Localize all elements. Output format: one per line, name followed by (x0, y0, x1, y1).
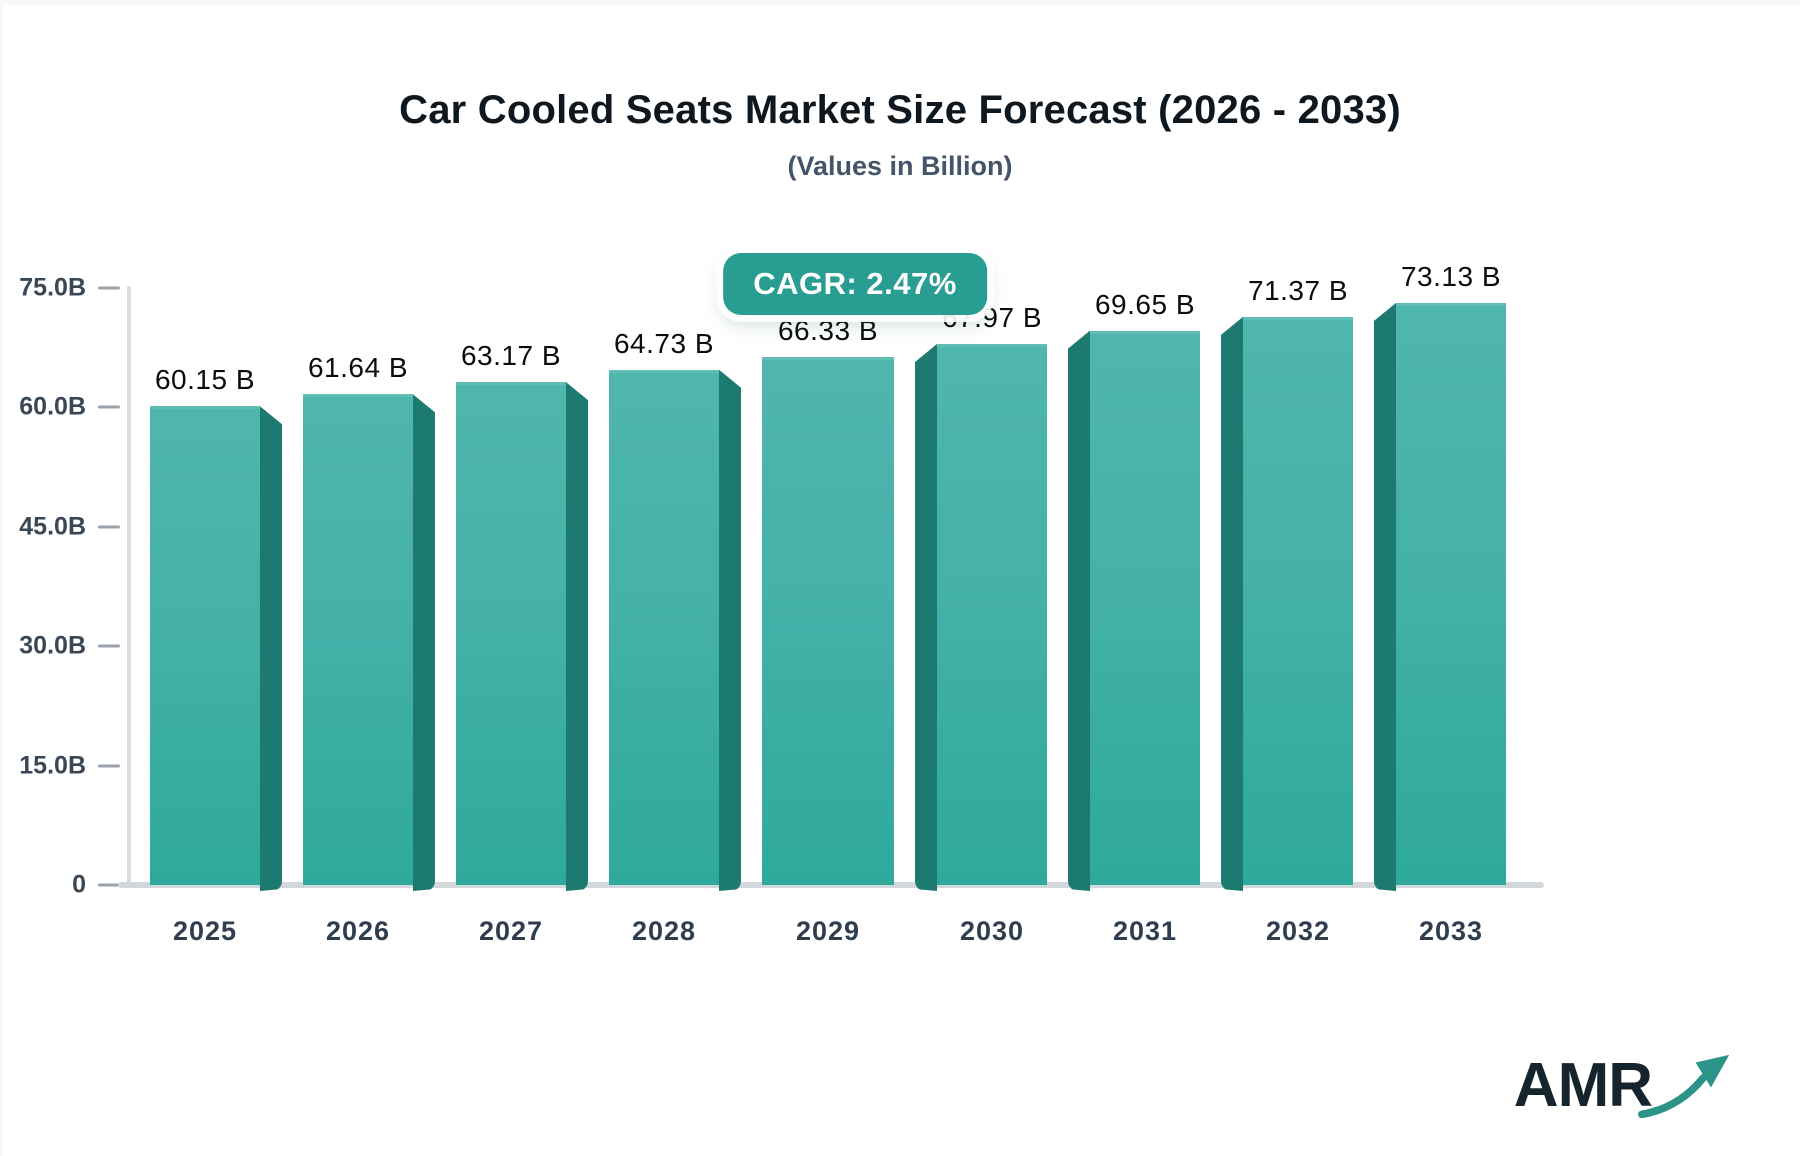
amr-logo: AMR (1514, 1055, 1734, 1128)
bar-face (937, 343, 1047, 885)
bar-group: 60.15 B 2025 (150, 364, 282, 946)
x-axis-year-label: 2031 (1112, 916, 1178, 946)
bar-face (456, 382, 566, 885)
y-tick-label: 15.0B (19, 751, 86, 780)
y-tick: 15.0B (19, 751, 120, 780)
bar-value-label: 71.37 B (1247, 274, 1349, 306)
x-axis-year-label: 2025 (172, 916, 238, 946)
y-axis: 0 15.0B 30.0B 45.0B 60.0B 75.0B (0, 274, 130, 899)
plot-area: 60.15 B 2025 61.64 B 2026 63.17 B 2027 64.73 B… (118, 253, 1544, 946)
bar-side-bevel (719, 370, 741, 891)
bar-face (1396, 302, 1506, 885)
x-axis-year-label: 2027 (478, 916, 544, 946)
x-axis-year-label: 2026 (325, 916, 391, 946)
bar-value-label: 63.17 B (460, 340, 562, 372)
bar-side-bevel (915, 344, 937, 891)
bar-value-label: 61.64 B (307, 352, 409, 384)
bar-value-label: 69.65 B (1094, 288, 1196, 320)
y-tick: 60.0B (19, 393, 120, 422)
bar-side-bevel (1374, 303, 1396, 891)
bar-group: 63.17 B 2027 (456, 340, 588, 946)
bar-value-label: 66.33 B (777, 315, 879, 347)
chart-header: Car Cooled Seats Market Size Forecast (2… (0, 88, 1800, 182)
trend-up-arrow-icon (1638, 1051, 1734, 1128)
y-tick: 30.0B (19, 632, 120, 661)
bar-face (150, 406, 260, 885)
x-axis-year-label: 2028 (631, 916, 697, 946)
page-top-strip (0, 0, 1800, 5)
bars: 60.15 B 2025 61.64 B 2026 63.17 B 2027 64.73 B… (130, 261, 1530, 946)
x-axis-year-label: 2032 (1265, 916, 1331, 946)
y-tick-label: 30.0B (19, 631, 86, 660)
y-tick-mark (98, 764, 120, 768)
bar-side-bevel (413, 394, 435, 891)
bar-group: 67.97 B 2030 (915, 302, 1047, 946)
y-tick: 75.0B (19, 274, 120, 303)
bar-face (303, 394, 413, 885)
x-axis-year-label: 2029 (795, 916, 861, 946)
x-axis-line (118, 882, 1544, 888)
bar-group: 66.33 B 2029 (762, 315, 894, 946)
y-tick-label: 75.0B (19, 273, 86, 302)
y-tick: 45.0B (19, 512, 120, 541)
chart-subtitle: (Values in Billion) (787, 151, 1013, 181)
y-tick-mark (98, 883, 120, 887)
bar-side-bevel (1221, 317, 1243, 891)
y-tick: 0 (72, 871, 120, 900)
bar-face (762, 357, 894, 885)
x-axis-year-label: 2033 (1418, 916, 1484, 946)
y-tick-mark (98, 405, 120, 409)
bar-face (609, 369, 719, 885)
cagr-badge: CAGR: 2.47% (723, 253, 987, 315)
bar-side-bevel (1068, 331, 1090, 891)
y-tick-label: 60.0B (19, 392, 86, 421)
bar-group: 61.64 B 2026 (303, 352, 435, 946)
bar-face (1243, 316, 1353, 885)
bar-group: 69.65 B 2031 (1068, 289, 1200, 946)
y-axis-line (127, 286, 131, 887)
chart-title: Car Cooled Seats Market Size Forecast (2… (399, 88, 1401, 132)
bar-group: 73.13 B 2033 (1374, 261, 1506, 946)
bar-side-bevel (566, 382, 588, 891)
y-tick-mark (98, 644, 120, 648)
bar-value-label: 64.73 B (613, 327, 715, 359)
y-tick-mark (98, 525, 120, 529)
bar-face (1090, 330, 1200, 885)
bar-side-bevel (260, 406, 282, 891)
x-axis-year-label: 2030 (959, 916, 1025, 946)
bar-value-label: 60.15 B (154, 364, 256, 396)
page-left-strip (0, 0, 3, 1156)
y-tick-label: 0 (72, 870, 86, 899)
bar-group: 71.37 B 2032 (1221, 275, 1353, 946)
y-tick-mark (98, 286, 120, 290)
amr-logo-text: AMR (1513, 1051, 1653, 1120)
bar-group: 64.73 B 2028 (609, 328, 741, 946)
y-tick-label: 45.0B (19, 512, 86, 541)
bar-value-label: 73.13 B (1400, 260, 1502, 292)
